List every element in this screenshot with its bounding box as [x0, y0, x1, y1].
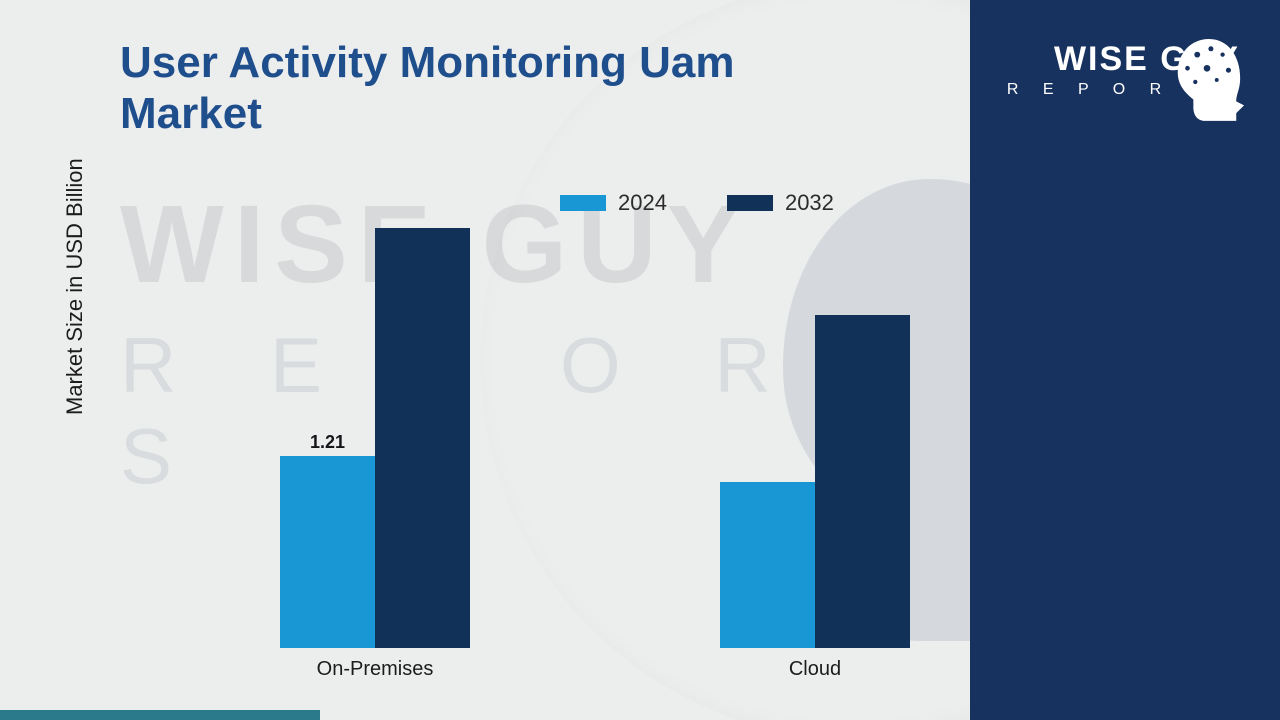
plot-area: 1.21On-Premises Cloud: [110, 228, 930, 648]
bar-value-label: 1.21: [280, 432, 375, 453]
category-label: On-Premises: [317, 648, 434, 681]
chart-title: User Activity Monitoring Uam Market: [120, 38, 840, 139]
legend-swatch-2024: [560, 195, 606, 211]
legend-swatch-2032: [727, 195, 773, 211]
brand-logo: WISE GUY R E P O R T S: [980, 40, 1240, 99]
legend-label-2024: 2024: [618, 190, 667, 216]
legend-item-2032: 2032: [727, 190, 834, 216]
y-axis-label: Market Size in USD Billion: [62, 158, 88, 415]
bar-group: Cloud: [720, 315, 910, 648]
logo-head-icon: [1168, 34, 1246, 124]
legend: 2024 2032: [560, 190, 834, 216]
bar: [815, 315, 910, 648]
legend-label-2032: 2032: [785, 190, 834, 216]
bar-group: 1.21On-Premises: [280, 228, 470, 648]
bar: [375, 228, 470, 648]
bottom-strip: [0, 710, 320, 720]
legend-item-2024: 2024: [560, 190, 667, 216]
category-label: Cloud: [789, 648, 841, 681]
bar: 1.21: [280, 456, 375, 648]
bar: [720, 482, 815, 648]
